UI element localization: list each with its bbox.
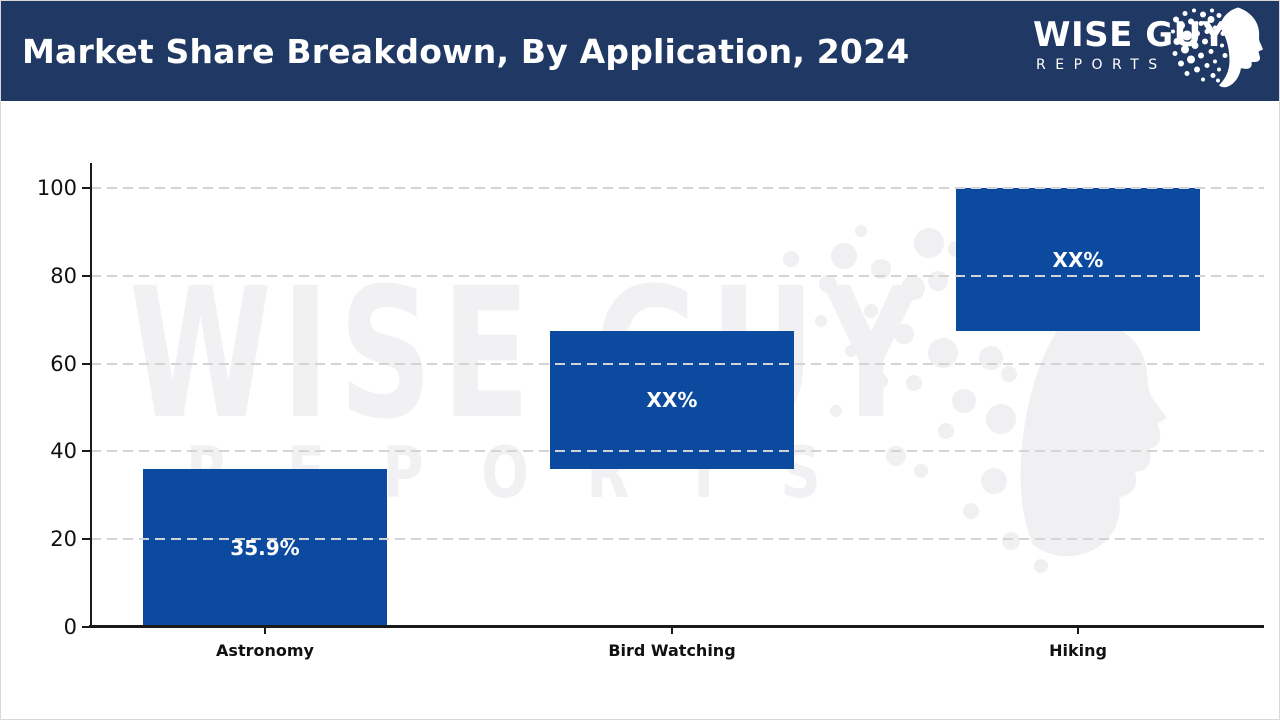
y-tick-mark-80 bbox=[82, 274, 91, 277]
category-label-bird-watching: Bird Watching bbox=[608, 641, 736, 660]
x-axis-line bbox=[89, 625, 1264, 628]
gridline-80 bbox=[91, 274, 1264, 277]
x-tick-mark-hiking bbox=[1077, 628, 1079, 634]
gridline-60 bbox=[91, 362, 1264, 365]
y-tick-mark-40 bbox=[82, 450, 91, 453]
y-tick-label-0: 0 bbox=[63, 615, 77, 639]
logo-subtitle: REPORTS bbox=[1036, 57, 1167, 74]
y-tick-label-80: 80 bbox=[50, 263, 77, 288]
y-tick-label-60: 60 bbox=[50, 351, 77, 376]
gridline-100 bbox=[91, 187, 1264, 189]
x-tick-mark-astronomy bbox=[264, 628, 266, 634]
y-tick-label-40: 40 bbox=[50, 439, 77, 464]
y-tick-mark-60 bbox=[82, 362, 91, 365]
bar-value-label-bird-watching: XX% bbox=[646, 388, 698, 413]
wise-guy-face-icon bbox=[1171, 7, 1263, 88]
bar-value-label-hiking: XX% bbox=[1052, 247, 1104, 272]
y-tick-label-20: 20 bbox=[50, 527, 77, 552]
y-tick-mark-20 bbox=[82, 538, 91, 541]
gridline-40 bbox=[91, 450, 1264, 453]
x-tick-mark-bird-watching bbox=[671, 628, 673, 634]
bar-hiking bbox=[956, 188, 1200, 332]
y-tick-label-100: 100 bbox=[36, 176, 77, 200]
header: Market Share Breakdown, By Application, … bbox=[1, 1, 1279, 101]
bar-value-label-astronomy: 35.9% bbox=[230, 536, 300, 561]
wise-guy-logo: WISE GUY REPORTS bbox=[1027, 1, 1263, 101]
y-tick-mark-100 bbox=[82, 187, 91, 189]
y-tick-mark-0 bbox=[82, 626, 91, 628]
gridline-20 bbox=[91, 538, 1264, 541]
category-label-astronomy: Astronomy bbox=[216, 641, 314, 660]
bar-astronomy bbox=[143, 469, 387, 627]
page-title: Market Share Breakdown, By Application, … bbox=[22, 31, 910, 71]
category-label-hiking: Hiking bbox=[1049, 641, 1107, 660]
logo-text: WISE GUY REPORTS bbox=[1033, 16, 1226, 74]
y-axis-line bbox=[90, 163, 92, 627]
bar-bird-watching bbox=[550, 331, 794, 470]
